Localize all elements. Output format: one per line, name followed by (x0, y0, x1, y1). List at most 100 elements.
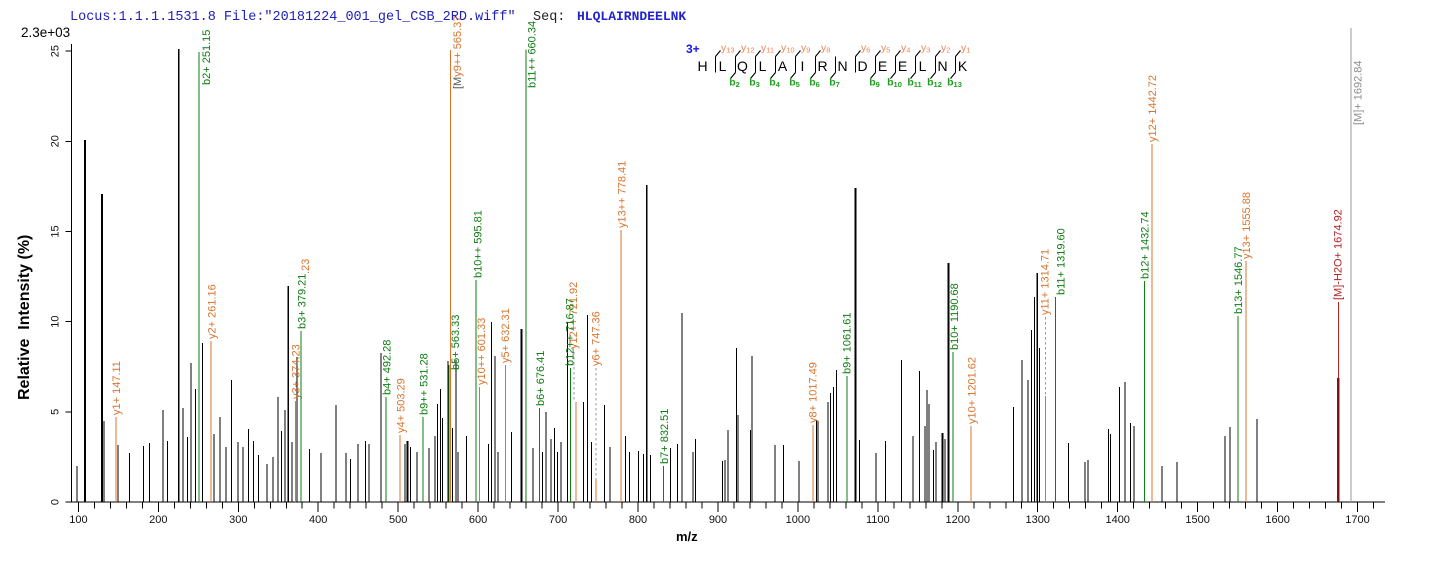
svg-text:b12++ 716.87: b12++ 716.87 (565, 298, 577, 366)
svg-text:1700: 1700 (1345, 514, 1369, 526)
svg-text:y1: y1 (961, 42, 970, 55)
svg-text:y10++ 601.33: y10++ 601.33 (476, 318, 488, 385)
svg-text:1100: 1100 (866, 514, 890, 526)
svg-text:y12+ 1442.72: y12+ 1442.72 (1147, 75, 1159, 142)
svg-text:Locus:1.1.1.1531.8 File:"20181: Locus:1.1.1.1531.8 File:"20181224_001_ge… (70, 10, 516, 25)
svg-text:10: 10 (50, 315, 62, 327)
svg-text:b5+ 563.33: b5+ 563.33 (450, 315, 462, 370)
svg-text:HLQLAIRNDEELNK: HLQLAIRNDEELNK (577, 9, 686, 24)
svg-text:1000: 1000 (786, 514, 810, 526)
svg-text:N: N (937, 58, 947, 74)
svg-text:b9+ 1061.61: b9+ 1061.61 (841, 313, 853, 374)
svg-text:b12+ 1432.74: b12+ 1432.74 (1140, 211, 1152, 279)
svg-text:b11: b11 (907, 77, 921, 90)
svg-text:Relative Intensity (%): Relative Intensity (%) (16, 235, 33, 400)
svg-text:L: L (719, 58, 727, 74)
svg-text:y12: y12 (741, 42, 755, 55)
svg-text:N: N (837, 58, 847, 74)
svg-text:1300: 1300 (1025, 514, 1049, 526)
svg-text:1200: 1200 (946, 514, 970, 526)
svg-text:y12++ 721.92: y12++ 721.92 (568, 282, 580, 349)
svg-text:y8+ 1017.49: y8+ 1017.49 (807, 362, 819, 423)
svg-text:700: 700 (549, 514, 567, 526)
svg-text:b7: b7 (829, 77, 840, 90)
svg-text:y6+ 747.36: y6+ 747.36 (590, 311, 602, 366)
svg-text:[M]+ 1692.84: [M]+ 1692.84 (1353, 60, 1365, 125)
svg-text:K: K (958, 58, 968, 74)
svg-text:b10+ 1190.68: b10+ 1190.68 (949, 283, 961, 350)
svg-text:b11++ 660.34: b11++ 660.34 (527, 21, 539, 88)
svg-text:500: 500 (389, 514, 407, 526)
svg-text:y5+ 632.31: y5+ 632.31 (500, 308, 512, 363)
svg-text:y5: y5 (881, 42, 890, 55)
svg-text:y4: y4 (901, 42, 910, 55)
svg-text:b10: b10 (887, 77, 902, 90)
svg-text:D: D (857, 58, 867, 74)
svg-text:A: A (778, 58, 788, 74)
svg-text:y13: y13 (721, 42, 735, 55)
svg-text:Q: Q (737, 58, 748, 74)
svg-text:y6: y6 (861, 42, 870, 55)
svg-text:H: H (697, 58, 707, 74)
svg-text:b5: b5 (789, 77, 800, 90)
svg-text:b3+ 379.21: b3+ 379.21 (296, 274, 308, 329)
svg-text:y2+ 261.16: y2+ 261.16 (207, 284, 219, 339)
svg-text:100: 100 (69, 514, 87, 526)
svg-text:200: 200 (149, 514, 167, 526)
svg-text:1400: 1400 (1105, 514, 1129, 526)
svg-text:y2: y2 (941, 42, 950, 55)
svg-text:20: 20 (50, 135, 62, 147)
svg-text:y8: y8 (821, 42, 830, 55)
svg-text:15: 15 (50, 225, 62, 237)
svg-text:Seq:: Seq: (533, 10, 565, 25)
svg-text:b13+ 1546.77: b13+ 1546.77 (1233, 246, 1245, 314)
svg-text:E: E (898, 58, 907, 74)
svg-text:y11+ 1314.71: y11+ 1314.71 (1040, 249, 1052, 315)
svg-text:5: 5 (50, 409, 62, 415)
svg-text:y3: y3 (921, 42, 930, 55)
svg-text:y4+ 503.29: y4+ 503.29 (395, 378, 407, 433)
svg-text:b2: b2 (729, 77, 740, 90)
svg-text:b7+ 832.51: b7+ 832.51 (659, 409, 671, 464)
svg-text:b6+ 676.41: b6+ 676.41 (535, 351, 547, 406)
svg-text:R: R (817, 58, 827, 74)
svg-text:900: 900 (709, 514, 727, 526)
svg-text:b13: b13 (947, 77, 962, 90)
svg-text:L: L (919, 58, 927, 74)
svg-text:300: 300 (229, 514, 247, 526)
svg-text:b9: b9 (869, 77, 880, 90)
svg-text:y10+ 1201.62: y10+ 1201.62 (967, 357, 979, 424)
svg-text:y10: y10 (781, 42, 795, 55)
svg-text:b6: b6 (809, 77, 820, 90)
svg-text:b2+ 251.15: b2+ 251.15 (201, 30, 213, 85)
svg-text:1600: 1600 (1265, 514, 1289, 526)
svg-text:b4: b4 (769, 77, 780, 90)
svg-text:25: 25 (50, 45, 62, 57)
svg-text:b9++ 531.28: b9++ 531.28 (418, 353, 430, 415)
svg-text:y9: y9 (801, 42, 810, 55)
svg-text:b12: b12 (927, 77, 942, 90)
svg-text:3+: 3+ (686, 42, 700, 56)
svg-text:[M]-H2O+ 1674.92: [M]-H2O+ 1674.92 (1333, 209, 1345, 300)
svg-text:1500: 1500 (1185, 514, 1209, 526)
svg-text:m/z: m/z (676, 529, 698, 544)
svg-text:400: 400 (309, 514, 327, 526)
svg-text:.23: .23 (300, 259, 312, 274)
svg-text:E: E (878, 58, 887, 74)
svg-text:0: 0 (50, 499, 62, 505)
svg-text:y11: y11 (761, 42, 774, 55)
svg-text:[My9++ 565.37: [My9++ 565.37 (452, 16, 464, 89)
svg-text:b11+ 1319.60: b11+ 1319.60 (1056, 228, 1068, 295)
svg-text:800: 800 (629, 514, 647, 526)
svg-text:y3+ 374.23: y3+ 374.23 (290, 344, 302, 399)
svg-text:600: 600 (469, 514, 487, 526)
svg-text:L: L (759, 58, 767, 74)
svg-text:y13+ 1555.88: y13+ 1555.88 (1241, 192, 1253, 259)
svg-text:I: I (801, 58, 805, 74)
svg-text:b10++ 595.81: b10++ 595.81 (473, 210, 485, 278)
svg-text:b4+ 492.28: b4+ 492.28 (381, 340, 393, 395)
svg-text:b3: b3 (749, 77, 760, 90)
svg-text:y13++ 778.41: y13++ 778.41 (616, 161, 628, 228)
svg-text:y1+ 147.11: y1+ 147.11 (111, 361, 123, 415)
svg-text:2.3e+03: 2.3e+03 (21, 25, 70, 40)
